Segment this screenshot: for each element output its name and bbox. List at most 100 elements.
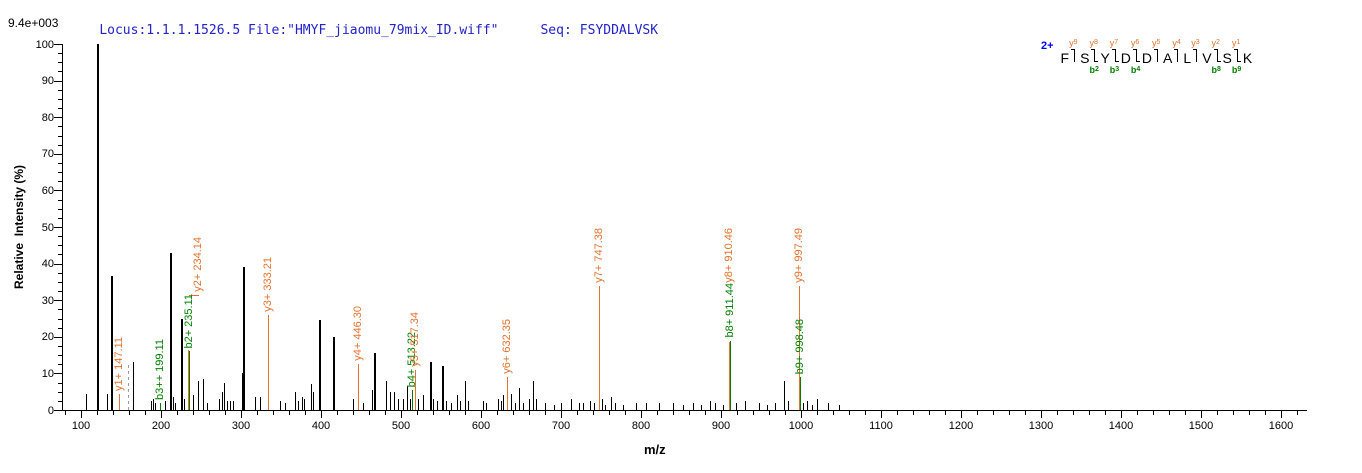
x-axis-line	[62, 410, 1307, 411]
x-minor-tick	[337, 411, 338, 415]
peak-ion-label: y6+ 632.35	[500, 319, 513, 375]
b-ion-peak	[799, 377, 801, 410]
peak	[229, 400, 231, 410]
x-minor-tick	[193, 411, 194, 415]
peak	[673, 402, 674, 410]
x-minor-tick	[577, 411, 578, 415]
x-minor-tick	[129, 411, 130, 415]
peak	[722, 404, 724, 410]
y-ion-stub	[1111, 49, 1115, 50]
y-tick-label: 0	[47, 404, 54, 417]
peak	[593, 402, 595, 410]
residue-letter: A	[1163, 50, 1173, 66]
x-major-tick	[401, 411, 402, 418]
y-ion-peak	[118, 393, 120, 410]
x-minor-tick	[817, 411, 818, 415]
peak	[701, 404, 702, 410]
peak	[233, 400, 235, 410]
peak	[106, 393, 108, 410]
peak	[417, 399, 419, 410]
x-minor-tick	[545, 411, 546, 415]
x-major-tick	[881, 411, 882, 418]
peak	[503, 395, 504, 410]
peak	[165, 400, 166, 410]
residue-letter: L	[1183, 50, 1192, 66]
fragment-divider-line	[1094, 49, 1096, 62]
peak-ion-label: b3++ 199.11	[154, 338, 167, 400]
peak	[203, 378, 205, 410]
y-major-tick	[54, 263, 62, 265]
peak	[468, 400, 470, 410]
x-tick-label: 500	[391, 420, 411, 432]
peak	[561, 402, 562, 410]
peak	[589, 400, 591, 410]
peak	[304, 399, 306, 410]
precursor-charge-label: 2+	[1041, 40, 1054, 52]
residue-letter: V	[1202, 50, 1212, 66]
x-minor-tick	[65, 411, 66, 415]
x-minor-tick	[977, 411, 978, 415]
peak	[459, 400, 461, 410]
x-minor-tick	[1057, 411, 1058, 415]
peak	[736, 402, 738, 410]
y-ion-tag: y7	[1109, 38, 1119, 48]
x-minor-tick	[177, 411, 178, 415]
peak	[175, 402, 177, 410]
peak	[397, 399, 399, 410]
peak	[155, 402, 157, 410]
x-minor-tick	[1265, 411, 1266, 415]
y-major-tick	[54, 190, 62, 192]
peak	[150, 400, 152, 410]
x-major-tick	[321, 411, 322, 418]
peak	[224, 382, 226, 410]
x-minor-tick	[1233, 411, 1234, 415]
x-minor-tick	[609, 411, 610, 415]
peak	[457, 395, 458, 410]
y-tick-label: 10	[41, 367, 54, 380]
peak	[529, 399, 530, 410]
x-minor-tick	[417, 411, 418, 415]
x-minor-tick	[753, 411, 754, 415]
y-ion-stub	[1213, 49, 1217, 50]
peak	[280, 400, 281, 410]
x-minor-tick	[1297, 411, 1298, 415]
x-major-tick	[1201, 411, 1202, 418]
y-ion-stub	[1233, 49, 1237, 50]
fragmentation-gap: y8 b2	[1089, 38, 1100, 84]
peak-ion-label: b8+ 911.44	[724, 282, 737, 338]
y-ion-stub	[1154, 49, 1158, 50]
peak	[313, 391, 314, 410]
peak	[243, 267, 246, 410]
x-minor-tick	[657, 411, 658, 415]
x-minor-tick	[1089, 411, 1090, 415]
spectrum-plot-area[interactable]: y1+ 147.11 b3++ 199.11 y2+ 234.14 b2+ 235.1…	[62, 44, 1307, 410]
x-tick-label: 900	[711, 420, 731, 432]
peak	[515, 402, 517, 410]
peak	[522, 402, 524, 410]
x-minor-tick	[1105, 411, 1106, 415]
x-minor-tick	[785, 411, 786, 415]
x-minor-tick	[1169, 411, 1170, 415]
x-minor-tick	[257, 411, 258, 415]
x-major-tick	[721, 411, 722, 418]
x-minor-tick	[673, 411, 674, 415]
residue-letter: D	[1120, 50, 1131, 66]
peak	[221, 391, 223, 410]
fragmentation-gap: y7 b3	[1110, 38, 1121, 84]
y-major-tick	[54, 410, 62, 411]
x-minor-tick	[1009, 411, 1010, 415]
x-tick-label: 700	[551, 420, 571, 432]
peak	[385, 380, 387, 410]
y-ion-tag: y1	[1231, 38, 1241, 48]
y-tick-label: 40	[41, 258, 54, 271]
peak	[715, 402, 717, 410]
x-minor-tick	[1137, 411, 1138, 415]
x-minor-tick	[225, 411, 226, 415]
peak	[511, 393, 513, 410]
x-minor-tick	[593, 411, 594, 415]
peak	[682, 404, 684, 410]
peak	[482, 400, 484, 410]
y-ion-stub	[1174, 49, 1178, 50]
y-tick-label: 20	[41, 331, 54, 344]
fragmentation-gap: y6 b4	[1131, 38, 1142, 84]
